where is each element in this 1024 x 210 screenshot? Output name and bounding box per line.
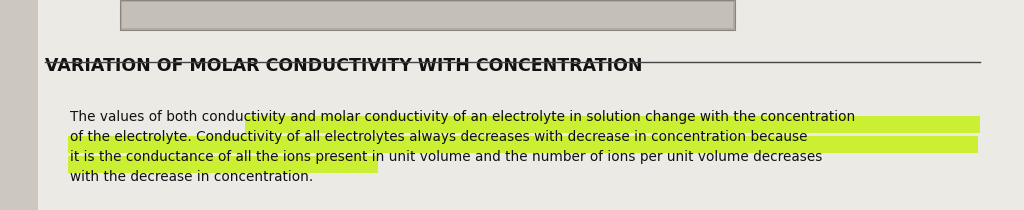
Bar — [122, 2, 733, 28]
Text: VARIATION OF MOLAR CONDUCTIVITY WITH CONCENTRATION: VARIATION OF MOLAR CONDUCTIVITY WITH CON… — [45, 57, 642, 75]
Bar — [120, 0, 735, 30]
Bar — [68, 156, 378, 173]
Text: of the electrolyte. Conductivity of all electrolytes always decreases with decre: of the electrolyte. Conductivity of all … — [70, 130, 808, 144]
Bar — [0, 0, 38, 210]
Bar — [68, 136, 978, 153]
Text: with the decrease in concentration.: with the decrease in concentration. — [70, 170, 313, 184]
Text: it is the conductance of all the ions present in unit volume and the number of i: it is the conductance of all the ions pr… — [70, 150, 822, 164]
Bar — [245, 116, 980, 133]
Text: The values of both conductivity and molar conductivity of an electrolyte in solu: The values of both conductivity and mola… — [70, 110, 855, 124]
